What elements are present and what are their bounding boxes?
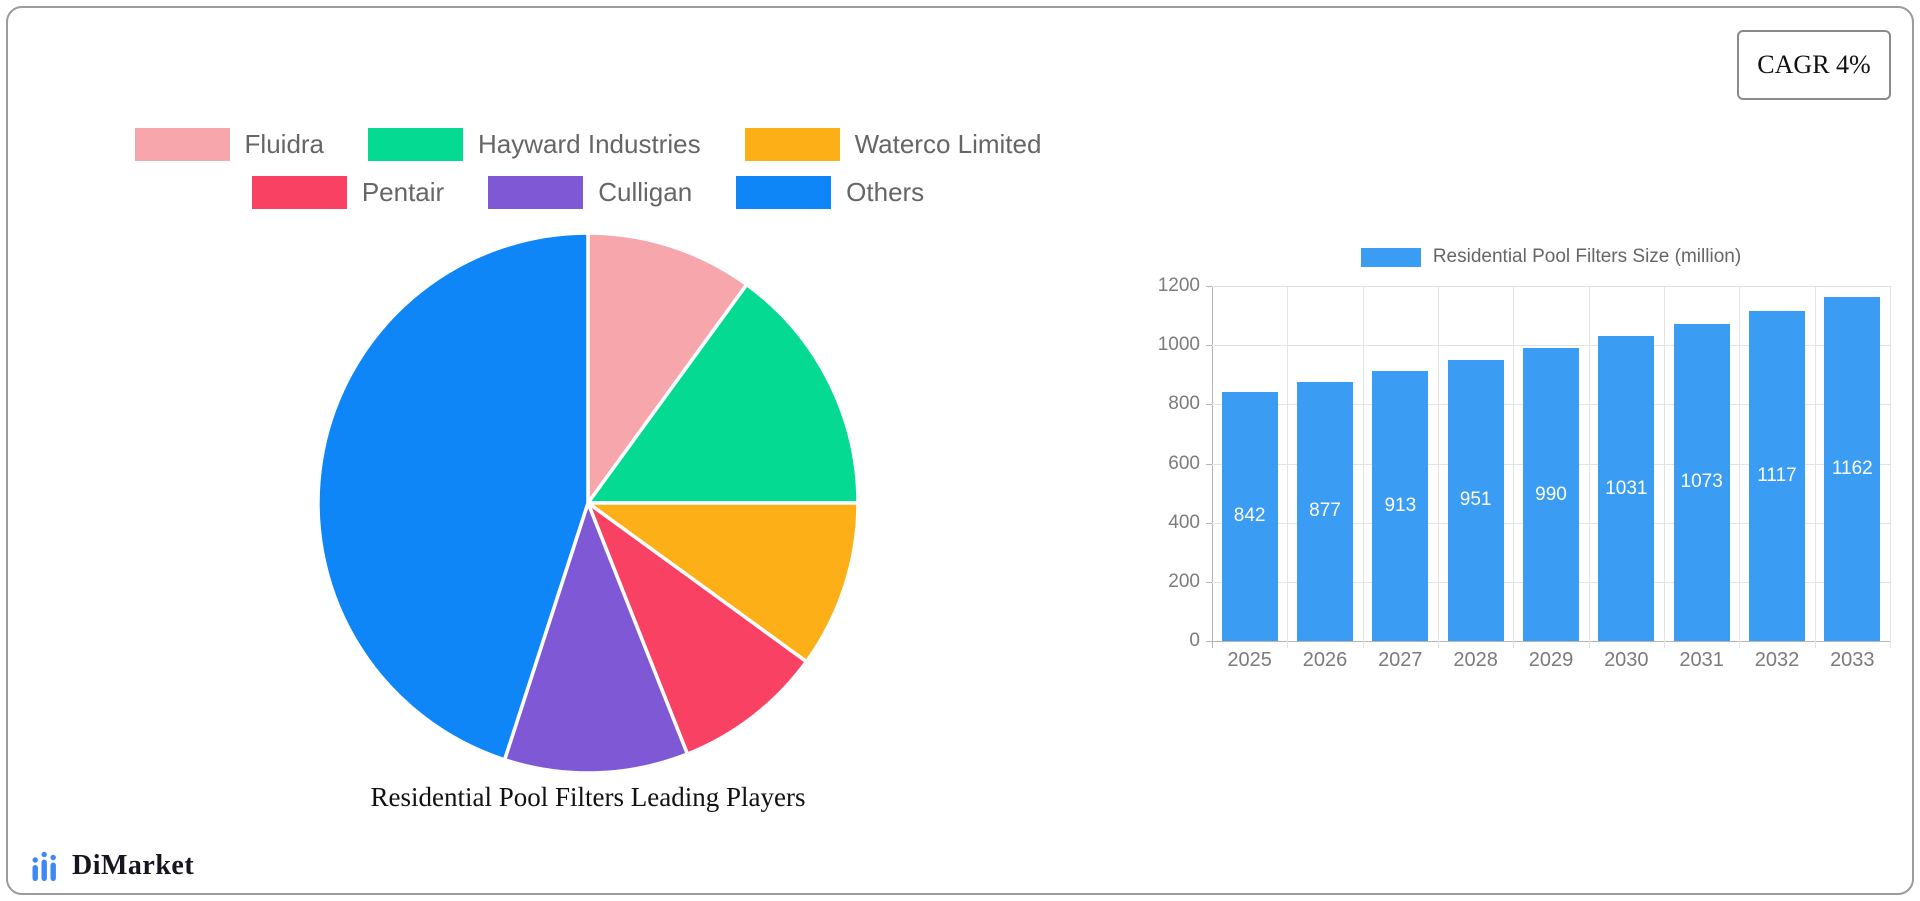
- pie-slice-pentair: [586, 501, 809, 756]
- x-axis-tick-label: 2029: [1528, 649, 1574, 671]
- bar-2029: 990: [1523, 348, 1579, 641]
- gridline-vertical: [1588, 286, 1590, 648]
- gridline-vertical: [1438, 286, 1439, 648]
- y-axis-tick-label: 0: [1189, 630, 1200, 651]
- x-axis-tick-label: 2031: [1679, 649, 1724, 671]
- pie-legend-row-1: Fluidra Hayward Industries Waterco Limited: [108, 124, 1068, 164]
- pie-legend-swatch: [134, 127, 230, 161]
- gridline-horizontal: [1212, 286, 1890, 287]
- bar-value-label: 990: [1535, 483, 1567, 505]
- bar-2025: 842: [1221, 391, 1278, 641]
- pie-slice-waterco-limited: [586, 501, 860, 664]
- y-axis-tick: [1206, 345, 1212, 347]
- bar-value-label: 1073: [1680, 471, 1723, 493]
- cagr-badge-label: CAGR 4%: [1757, 50, 1871, 79]
- pie-legend-item-waterco-limited[interactable]: Waterco Limited: [744, 127, 1042, 161]
- gridline-vertical: [1814, 286, 1816, 648]
- pie-legend-label: Others: [846, 176, 925, 207]
- bar-value-label: 913: [1384, 494, 1417, 516]
- pie-legend-swatch: [368, 127, 464, 161]
- pie-slice-fluidra: [586, 231, 749, 505]
- bar-value-label: 1162: [1831, 458, 1873, 480]
- pie-legend-swatch: [736, 175, 832, 209]
- dimarket-logo-text: DiMarket: [72, 850, 195, 881]
- bar-value-label: 1031: [1605, 477, 1648, 499]
- pie-legend-item-pentair[interactable]: Pentair: [251, 175, 445, 209]
- y-axis-tick: [1206, 641, 1212, 642]
- y-axis-tick-label: 1200: [1157, 275, 1200, 296]
- bar-2028: 951: [1447, 359, 1504, 641]
- y-axis-tick: [1206, 463, 1212, 465]
- y-axis-tick-label: 200: [1168, 570, 1200, 592]
- x-axis-tick-label: 2030: [1604, 649, 1649, 671]
- bar-value-label: 951: [1459, 489, 1492, 511]
- pie-legend-swatch: [488, 175, 584, 209]
- pie-chart-title: Residential Pool Filters Leading Players: [370, 782, 806, 812]
- bar-chart: Residential Pool Filters Size (million) …: [1100, 240, 1912, 690]
- pie-legend-swatch: [744, 127, 840, 161]
- pie-legend-row-2: Pentair Culligan Others: [108, 172, 1068, 212]
- y-axis-tick: [1206, 404, 1212, 406]
- bar-value-label: 1117: [1757, 464, 1797, 486]
- pie-legend-label: Culligan: [598, 176, 693, 207]
- bar-value-label: 842: [1233, 505, 1266, 527]
- pie-legend-item-others[interactable]: Others: [736, 175, 925, 209]
- bar-chart-plot-area: 842 877 913 951 990 1031 1073 1117 1162: [1212, 286, 1891, 648]
- pie-slice-hayward-industries: [586, 282, 860, 505]
- bar-2030: 1031: [1598, 336, 1655, 641]
- y-axis-tick: [1206, 581, 1212, 583]
- bar-2033: 1162: [1824, 297, 1881, 641]
- y-axis-tick-label: 1000: [1157, 334, 1200, 356]
- bar-legend-label: Residential Pool Filters Size (million): [1432, 246, 1742, 267]
- x-axis-tick-label: 2028: [1453, 649, 1498, 671]
- gridline-vertical: [1739, 286, 1741, 648]
- gridline-vertical: [1890, 286, 1891, 648]
- x-axis-tick-label: 2025: [1227, 649, 1272, 671]
- y-axis-line: [1212, 286, 1213, 648]
- pie-slice-culligan: [502, 501, 690, 775]
- y-axis-tick-label: 600: [1168, 452, 1200, 474]
- bar-chart-legend[interactable]: Residential Pool Filters Size (million): [1212, 244, 1890, 270]
- y-axis-tick-label: 400: [1168, 511, 1200, 533]
- pie-legend-swatch: [251, 175, 347, 209]
- bar-2032: 1117: [1749, 310, 1805, 641]
- x-axis-tick-label: 2027: [1378, 649, 1423, 671]
- cagr-badge: CAGR 4%: [1737, 30, 1891, 100]
- gridline-horizontal: [1212, 345, 1890, 347]
- gridline-vertical: [1287, 286, 1289, 648]
- y-axis-tick-label: 800: [1168, 393, 1200, 415]
- bar-value-label: 877: [1309, 500, 1341, 522]
- bar-2027: 913: [1372, 370, 1429, 641]
- pie-legend-label: Fluidra: [244, 128, 325, 159]
- pie-legend-item-fluidra[interactable]: Fluidra: [134, 127, 325, 161]
- y-axis-tick: [1206, 286, 1212, 287]
- pie-legend-item-culligan[interactable]: Culligan: [488, 175, 693, 209]
- dimarket-logo: DiMarket: [30, 849, 194, 883]
- bar-2031: 1073: [1673, 323, 1730, 641]
- pie-legend-label: Hayward Industries: [478, 128, 701, 159]
- y-axis-tick: [1206, 522, 1212, 524]
- gridline-vertical: [1513, 286, 1515, 648]
- x-axis-line: [1212, 641, 1890, 642]
- pie-slice-others: [316, 231, 590, 762]
- bar-legend-swatch: [1360, 247, 1421, 267]
- x-axis-tick-label: 2033: [1830, 649, 1875, 671]
- pie-legend-label: Pentair: [361, 176, 445, 207]
- pie-chart: [316, 231, 860, 775]
- x-axis-tick-label: 2026: [1302, 649, 1348, 671]
- x-axis-tick-label: 2032: [1754, 649, 1800, 671]
- pie-legend-item-hayward-industries[interactable]: Hayward Industries: [368, 127, 701, 161]
- bar-2026: 877: [1297, 381, 1353, 641]
- gridline-vertical: [1362, 286, 1364, 648]
- gridline-vertical: [1664, 286, 1665, 648]
- pie-legend-label: Waterco Limited: [854, 128, 1042, 159]
- dimarket-logo-icon: [32, 851, 56, 881]
